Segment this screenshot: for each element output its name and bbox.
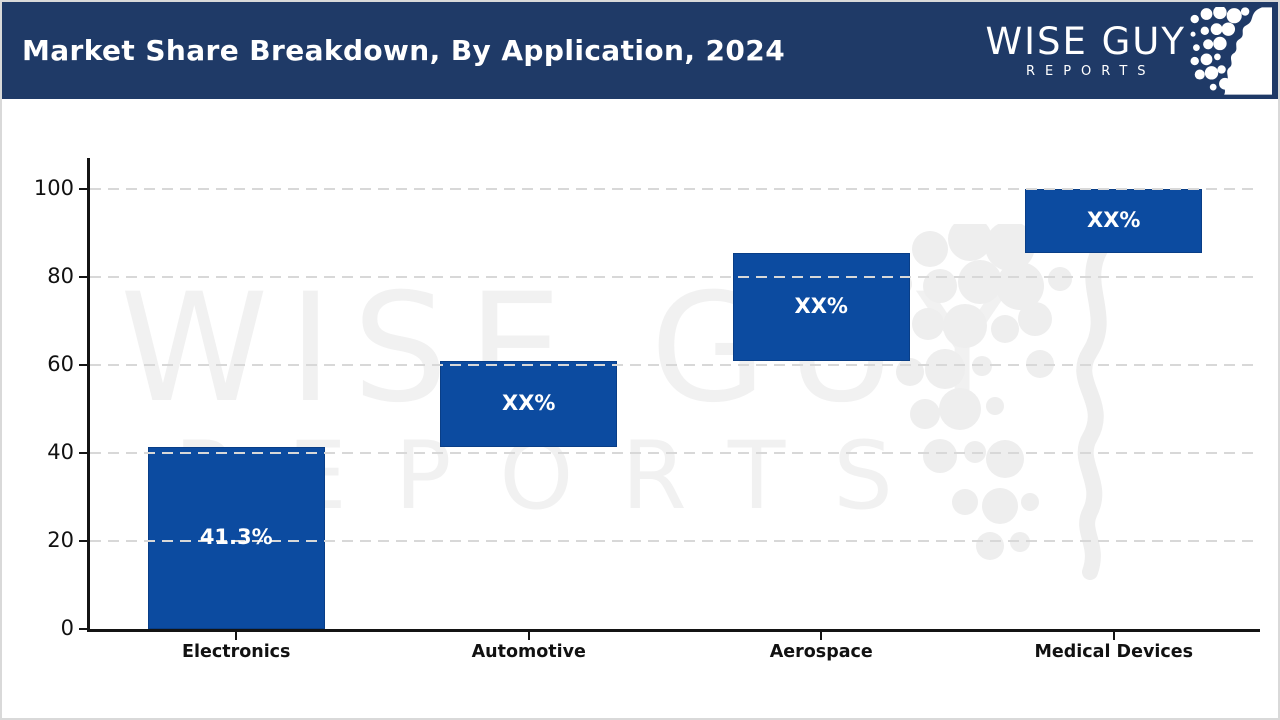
bar-value-label: XX% bbox=[502, 390, 556, 415]
brand-logo-text: WISE GUY REPORTS bbox=[985, 19, 1186, 80]
y-tick-100 bbox=[79, 188, 87, 190]
category-label: Automotive bbox=[471, 642, 586, 662]
y-tick-40 bbox=[79, 452, 87, 454]
bar-aerospace bbox=[732, 252, 910, 361]
bar-electronics bbox=[147, 447, 325, 629]
y-tick-20 bbox=[79, 540, 87, 542]
gridline-40 bbox=[90, 452, 1260, 454]
gridline-80 bbox=[90, 276, 1260, 278]
brand-logo: WISE GUY REPORTS bbox=[986, 6, 1272, 96]
category-label: Electronics bbox=[182, 642, 291, 662]
y-tick-label-100: 100 bbox=[33, 176, 74, 200]
brand-name: WISE GUY bbox=[985, 19, 1186, 63]
page-title: Market Share Breakdown, By Application, … bbox=[22, 34, 786, 67]
x-tick-3 bbox=[1112, 632, 1115, 640]
y-tick-label-60: 60 bbox=[47, 352, 74, 376]
x-tick-1 bbox=[527, 632, 530, 640]
y-tick-0 bbox=[79, 628, 87, 630]
x-tick-2 bbox=[820, 632, 823, 640]
brand-subtitle: REPORTS bbox=[1025, 64, 1156, 80]
bar-value-label: XX% bbox=[794, 293, 848, 318]
header: Market Share Breakdown, By Application, … bbox=[2, 2, 1278, 99]
y-tick-60 bbox=[79, 364, 87, 366]
gridline-60 bbox=[90, 364, 1260, 366]
x-axis-spine bbox=[87, 629, 1260, 632]
bar-medical-devices bbox=[1025, 189, 1203, 253]
head-profile-icon bbox=[1190, 7, 1272, 95]
gridline-100 bbox=[90, 188, 1260, 190]
y-axis-spine bbox=[87, 158, 90, 632]
gridline-20 bbox=[90, 540, 1260, 542]
y-tick-label-20: 20 bbox=[47, 528, 74, 552]
bar-value-label: 41.3% bbox=[199, 525, 273, 550]
category-label: Aerospace bbox=[769, 642, 873, 662]
bar-value-label: XX% bbox=[1087, 207, 1141, 232]
y-tick-label-40: 40 bbox=[47, 440, 74, 464]
y-tick-label-80: 80 bbox=[47, 264, 74, 288]
bar-automotive bbox=[440, 360, 618, 448]
y-tick-80 bbox=[79, 276, 87, 278]
x-tick-0 bbox=[235, 632, 238, 640]
category-label: Medical Devices bbox=[1034, 642, 1194, 662]
y-tick-label-0: 0 bbox=[60, 616, 74, 640]
